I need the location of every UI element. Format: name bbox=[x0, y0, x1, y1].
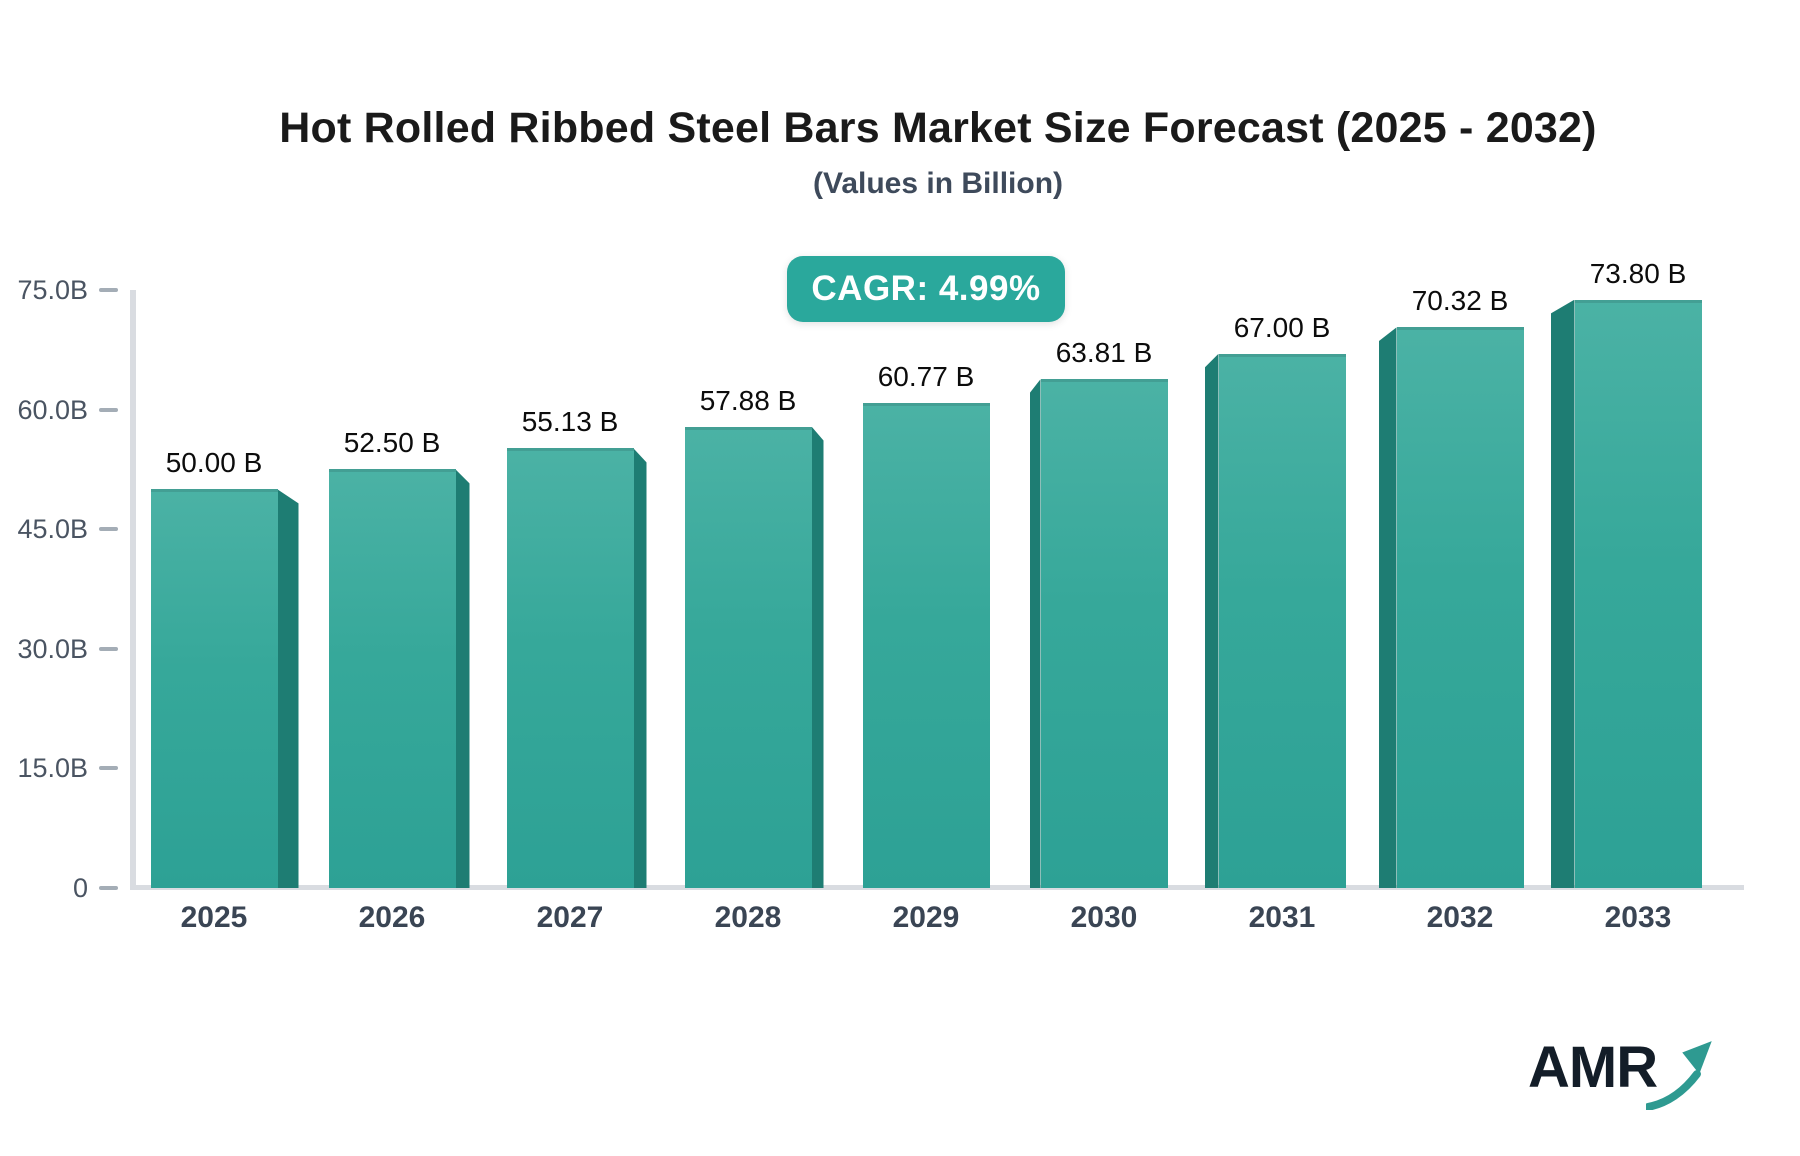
amr-logo-text: AMR bbox=[1528, 1035, 1658, 1100]
bar-2030 bbox=[1040, 379, 1168, 888]
bar-value-label: 70.32 B bbox=[1411, 285, 1509, 317]
bar-2027 bbox=[506, 448, 634, 888]
cagr-badge-label: CAGR: 4.99% bbox=[811, 269, 1041, 308]
bar-side-2030 bbox=[1029, 379, 1041, 888]
y-tick-label: 15.0B bbox=[17, 753, 88, 784]
y-tick-label: 0 bbox=[72, 873, 88, 903]
bar-side-2031 bbox=[1204, 353, 1219, 888]
bar-2026 bbox=[328, 469, 456, 888]
bar-side-2026 bbox=[455, 469, 470, 888]
bar-value-label: 60.77 B bbox=[877, 361, 975, 393]
cagr-badge: CAGR: 4.99% bbox=[787, 256, 1065, 322]
x-axis-label-2026: 2026 bbox=[358, 901, 426, 934]
y-tick-mark bbox=[99, 886, 118, 890]
bar-side-2032 bbox=[1378, 327, 1397, 888]
y-tick-mark bbox=[99, 407, 118, 412]
bar-value-label: 63.81 B bbox=[1055, 337, 1153, 369]
bar-value-label: 73.80 B bbox=[1589, 257, 1687, 289]
x-axis-label-2028: 2028 bbox=[714, 901, 782, 934]
x-axis-label-2031: 2031 bbox=[1248, 901, 1316, 934]
y-axis-line bbox=[130, 290, 136, 890]
logo-arrow-icon bbox=[1646, 1041, 1712, 1110]
bar-2031 bbox=[1218, 353, 1346, 888]
x-axis-label-2025: 2025 bbox=[180, 901, 248, 934]
bar-value-label: 50.00 B bbox=[165, 447, 263, 479]
y-tick-mark bbox=[99, 288, 118, 292]
bar-2032 bbox=[1396, 327, 1524, 888]
bar-side-2033 bbox=[1550, 299, 1575, 888]
bar-value-label: 67.00 B bbox=[1233, 311, 1331, 343]
y-tick-mark bbox=[99, 527, 118, 532]
y-tick-label: 30.0B bbox=[17, 633, 88, 664]
y-tick-label: 60.0B bbox=[17, 394, 88, 425]
chart-title: Hot Rolled Ribbed Steel Bars Market Size… bbox=[279, 104, 1597, 152]
bar-value-label: 57.88 B bbox=[699, 384, 797, 416]
bar-side-2027 bbox=[633, 448, 647, 888]
bar-2028 bbox=[684, 426, 812, 888]
x-axis-label-2030: 2030 bbox=[1070, 901, 1138, 934]
chart-subtitle: (Values in Billion) bbox=[812, 167, 1064, 200]
bar-value-label: 55.13 B bbox=[521, 406, 619, 438]
bar-side-2028 bbox=[811, 426, 824, 888]
bar-2033 bbox=[1574, 299, 1702, 888]
bar-2029 bbox=[862, 403, 990, 888]
x-axis-label-2033: 2033 bbox=[1604, 901, 1672, 934]
amr-logo: AMR bbox=[1528, 1034, 1713, 1114]
y-tick-label: 75.0B bbox=[17, 275, 88, 305]
x-axis-label-2032: 2032 bbox=[1426, 901, 1494, 934]
bar-2025 bbox=[150, 489, 278, 888]
y-tick-mark bbox=[99, 646, 118, 651]
x-axis-label-2029: 2029 bbox=[892, 901, 960, 934]
y-tick-label: 45.0B bbox=[17, 514, 88, 545]
bar-side-2025 bbox=[277, 489, 299, 888]
x-axis-label-2027: 2027 bbox=[536, 901, 604, 934]
y-tick-mark bbox=[99, 766, 118, 771]
bar-value-label: 52.50 B bbox=[343, 427, 441, 459]
